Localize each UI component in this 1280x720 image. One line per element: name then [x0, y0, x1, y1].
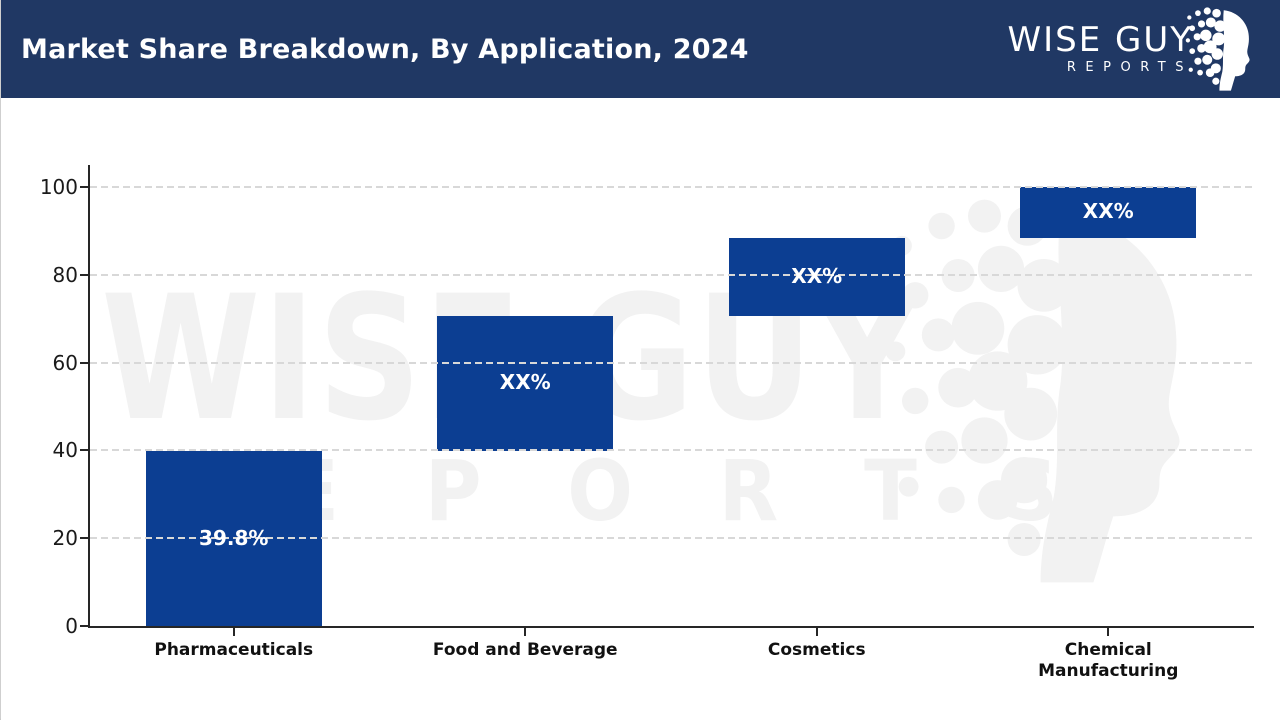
- logo-head-icon: [1181, 6, 1255, 92]
- y-axis-tick: [80, 537, 88, 540]
- y-axis-tick: [80, 625, 88, 627]
- bar-chemical-manufacturing: [1020, 187, 1197, 238]
- x-axis-tick: [815, 628, 818, 636]
- bar-value-label: XX%: [1082, 199, 1134, 224]
- x-axis-tick-label: Cosmetics: [767, 640, 866, 660]
- y-axis-tick: [80, 273, 88, 276]
- bar-value-label: XX%: [791, 263, 843, 288]
- logo-wordmark: WISE GUY: [1007, 20, 1193, 61]
- y-axis-line: [88, 165, 90, 628]
- wise-guy-logo: WISE GUY REPORTS: [1007, 6, 1255, 92]
- y-axis-tick-label: 100: [39, 175, 78, 199]
- bar-food-and-beverage: [437, 315, 614, 452]
- bar-value-label: XX%: [499, 370, 551, 395]
- y-axis-tick-label: 80: [52, 262, 78, 287]
- gridline-y20: [90, 537, 1254, 540]
- x-axis-tick: [232, 628, 235, 636]
- chart-canvas: WISE GUY R E P O R T S 0 20 40 60 80 100 39.8%…: [1, 98, 1280, 720]
- gridline-y60: [90, 361, 1254, 364]
- header-bar: Market Share Breakdown, By Application, …: [1, 0, 1280, 98]
- x-axis-tick-label: Chemical Manufacturing: [1038, 640, 1179, 682]
- y-axis-tick-label: 0: [65, 614, 78, 638]
- y-axis-tick-label: 60: [52, 350, 78, 375]
- y-axis-tick: [80, 361, 88, 364]
- x-axis-tick-label: Food and Beverage: [432, 640, 618, 660]
- bar-cosmetics: [728, 237, 905, 316]
- logo-subtitle: REPORTS: [1066, 59, 1193, 75]
- y-axis-tick-label: 40: [52, 438, 78, 463]
- x-axis-line: [88, 626, 1254, 628]
- logo-text: WISE GUY REPORTS: [1007, 20, 1193, 75]
- gridline-y40: [90, 449, 1254, 452]
- y-axis-tick: [80, 186, 88, 188]
- x-axis-tick-label: Pharmaceuticals: [154, 640, 314, 660]
- y-axis-tick: [80, 449, 88, 452]
- watermark-head-icon: [869, 193, 1199, 593]
- x-axis-tick: [1107, 628, 1110, 636]
- chart-title: Market Share Breakdown, By Application, …: [21, 33, 749, 65]
- bar-value-label: 39.8%: [199, 525, 269, 550]
- x-axis-tick: [524, 628, 527, 636]
- y-axis-tick-label: 20: [52, 526, 78, 551]
- gridline-y80: [90, 273, 1254, 276]
- gridline-y100: [90, 186, 1254, 188]
